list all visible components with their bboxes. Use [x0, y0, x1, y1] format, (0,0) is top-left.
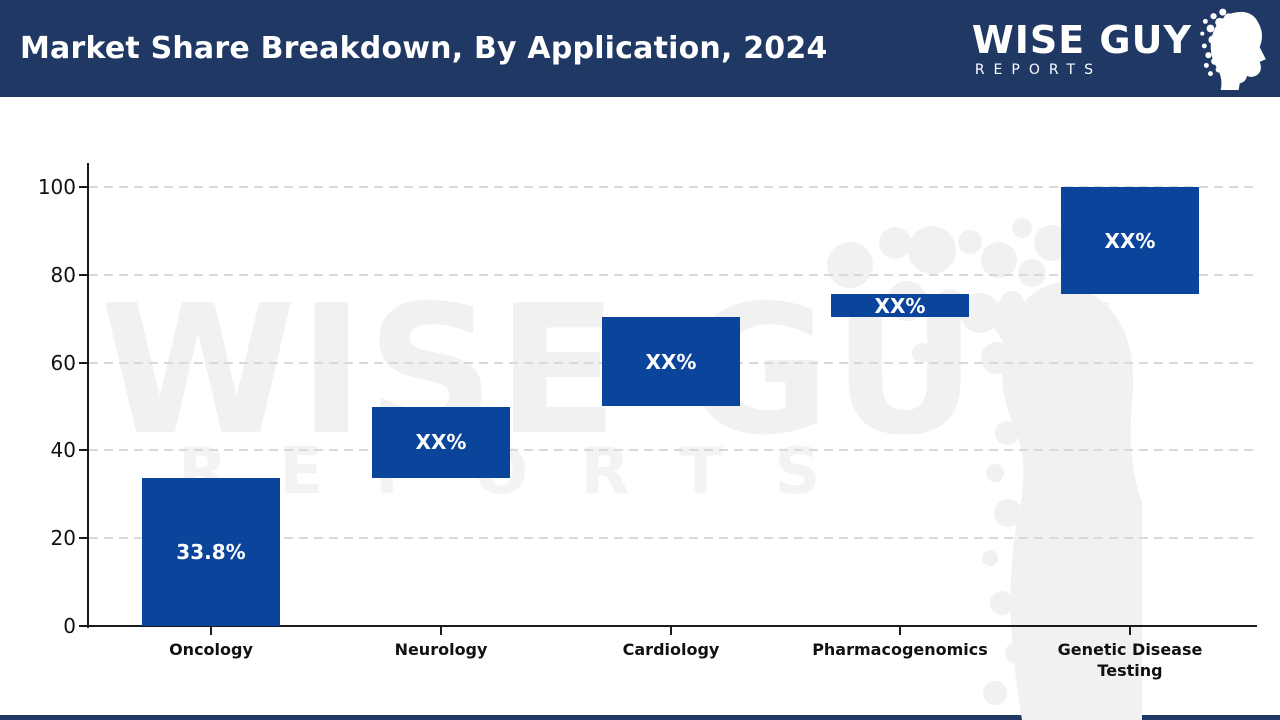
- y-axis-line: [87, 163, 89, 628]
- bar-cardiology: XX%: [602, 317, 740, 407]
- x-axis-label-pharmacogenomics: Pharmacogenomics: [812, 640, 988, 659]
- bar-value-label-cardiology: XX%: [645, 349, 697, 374]
- bar-value-label-oncology: 33.8%: [176, 539, 246, 564]
- y-tick-mark: [79, 449, 87, 452]
- gridline: [89, 273, 1257, 276]
- y-tick-mark: [79, 186, 87, 188]
- y-axis-tick-label: 0: [63, 614, 76, 638]
- y-axis-tick-label: 40: [50, 438, 76, 463]
- logo-wordmark-line1: WISE GUY: [971, 17, 1192, 62]
- x-tick-mark: [670, 627, 672, 635]
- y-tick-mark: [79, 361, 87, 364]
- brand-logo: WISE GUY REPORTS: [972, 8, 1266, 90]
- x-axis-label-cardiology: Cardiology: [622, 640, 720, 659]
- x-axis-label-genetic-disease-testing: Genetic Disease Testing: [1057, 640, 1203, 680]
- y-axis-tick-label: 80: [50, 262, 76, 287]
- y-tick-mark: [79, 625, 87, 627]
- header: Market Share Breakdown, By Application, …: [0, 0, 1280, 97]
- logo-wordmark: WISE GUY REPORTS: [972, 21, 1192, 77]
- gridline: [89, 449, 1257, 452]
- y-axis-tick-label: 60: [50, 350, 76, 375]
- chart-title: Market Share Breakdown, By Application, …: [20, 31, 828, 66]
- bar-oncology: 33.8%: [142, 477, 280, 626]
- x-tick-mark: [899, 627, 901, 635]
- watermark-face-icon: [827, 218, 1142, 720]
- gridline: [89, 186, 1257, 188]
- y-axis-tick-label: 20: [50, 526, 76, 551]
- bar-neurology: XX%: [372, 406, 510, 478]
- y-axis-tick-label: 100: [37, 175, 76, 199]
- footer-strip: [0, 715, 1280, 720]
- y-tick-mark: [79, 273, 87, 276]
- x-axis-label-neurology: Neurology: [394, 640, 488, 659]
- logo-wordmark-line2: REPORTS: [974, 61, 1102, 78]
- bar-genetic-disease-testing: XX%: [1061, 187, 1199, 295]
- bar-pharmacogenomics: XX%: [831, 293, 969, 318]
- y-tick-mark: [79, 537, 87, 540]
- x-tick-mark: [440, 627, 442, 635]
- bar-value-label-pharmacogenomics: XX%: [874, 293, 926, 318]
- bar-value-label-genetic-disease-testing: XX%: [1104, 228, 1156, 253]
- bar-value-label-neurology: XX%: [415, 430, 467, 455]
- gridline: [89, 537, 1257, 540]
- x-tick-mark: [210, 627, 212, 635]
- x-axis-line: [87, 625, 1257, 627]
- x-axis-label-oncology: Oncology: [169, 640, 253, 659]
- logo-face-icon: [1200, 8, 1266, 90]
- x-tick-mark: [1129, 627, 1131, 635]
